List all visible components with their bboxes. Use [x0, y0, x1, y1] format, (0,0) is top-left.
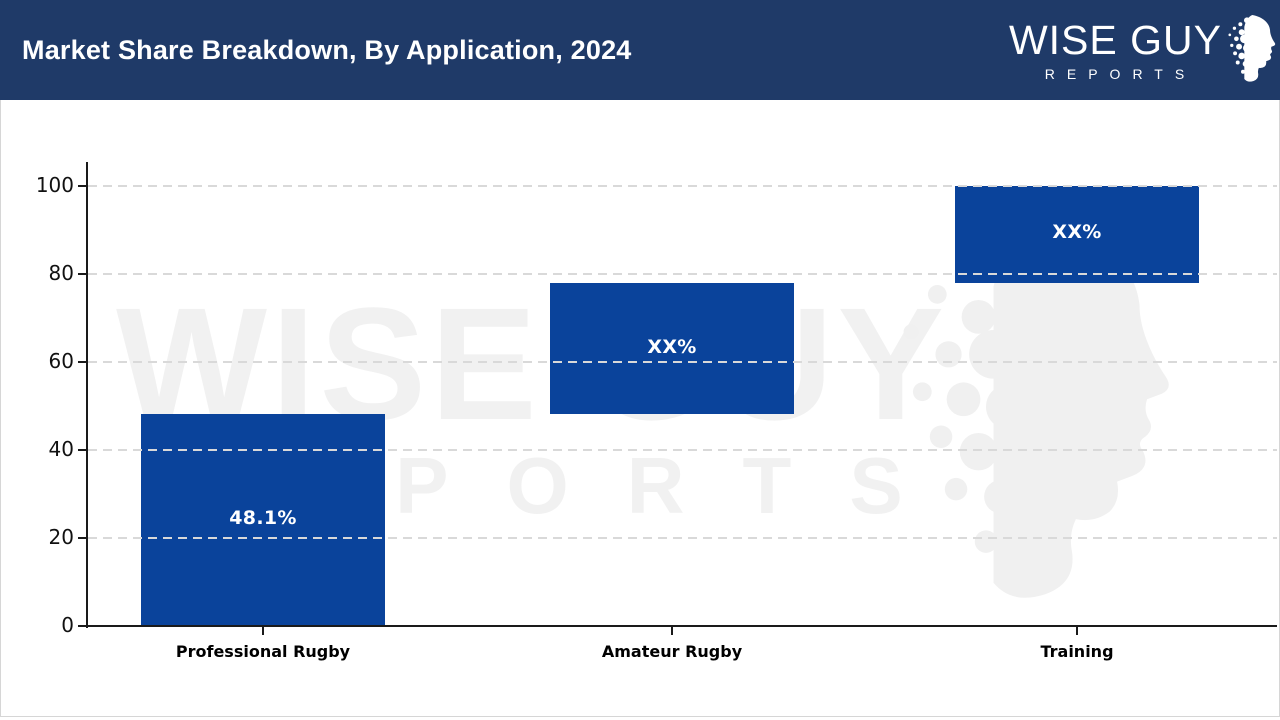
logo-wordmark-line2: REPORTS [1044, 65, 1197, 82]
y-tick-label: 0 [61, 613, 74, 637]
category-label: Professional Rugby [175, 642, 351, 661]
page-title: Market Share Breakdown, By Application, … [22, 34, 632, 65]
y-axis-line [86, 161, 88, 628]
gridline-80 [88, 273, 1277, 275]
gridline-20 [88, 537, 1277, 539]
logo-wordmark: WISE GUY REPORTS [1008, 16, 1222, 82]
dotted-face-logo-icon [1228, 15, 1276, 82]
y-tick-40 [78, 449, 86, 451]
y-tick-label: 60 [48, 349, 74, 373]
bar-value-label: XX% [1052, 221, 1102, 244]
x-axis-line [86, 625, 1277, 627]
gridline-100 [88, 185, 1277, 187]
header-bar: Market Share Breakdown, By Application, … [0, 0, 1280, 100]
y-tick-60 [78, 361, 86, 363]
bar-value-label: XX% [647, 335, 697, 358]
x-tick-1 [262, 626, 264, 635]
y-tick-label: 40 [48, 437, 74, 461]
bar-2 [550, 282, 794, 415]
category-label: Amateur Rugby [601, 642, 743, 661]
y-tick-0 [78, 625, 86, 627]
brand-logo: WISE GUY REPORTS [1009, 8, 1276, 92]
bar-3 [955, 186, 1199, 283]
y-tick-label: 20 [48, 525, 74, 549]
category-label: Training [1040, 642, 1114, 661]
logo-wordmark-line1: WISE GUY [1008, 16, 1222, 63]
x-tick-3 [1076, 626, 1078, 635]
y-tick-label: 100 [35, 173, 74, 197]
x-tick-2 [671, 626, 673, 635]
y-tick-80 [78, 273, 86, 275]
y-tick-20 [78, 537, 86, 539]
bar-value-label: 48.1% [229, 507, 297, 530]
y-tick-label: 80 [48, 261, 74, 285]
gridline-40 [88, 449, 1277, 451]
y-tick-100 [78, 185, 86, 187]
gridline-60 [88, 361, 1277, 363]
